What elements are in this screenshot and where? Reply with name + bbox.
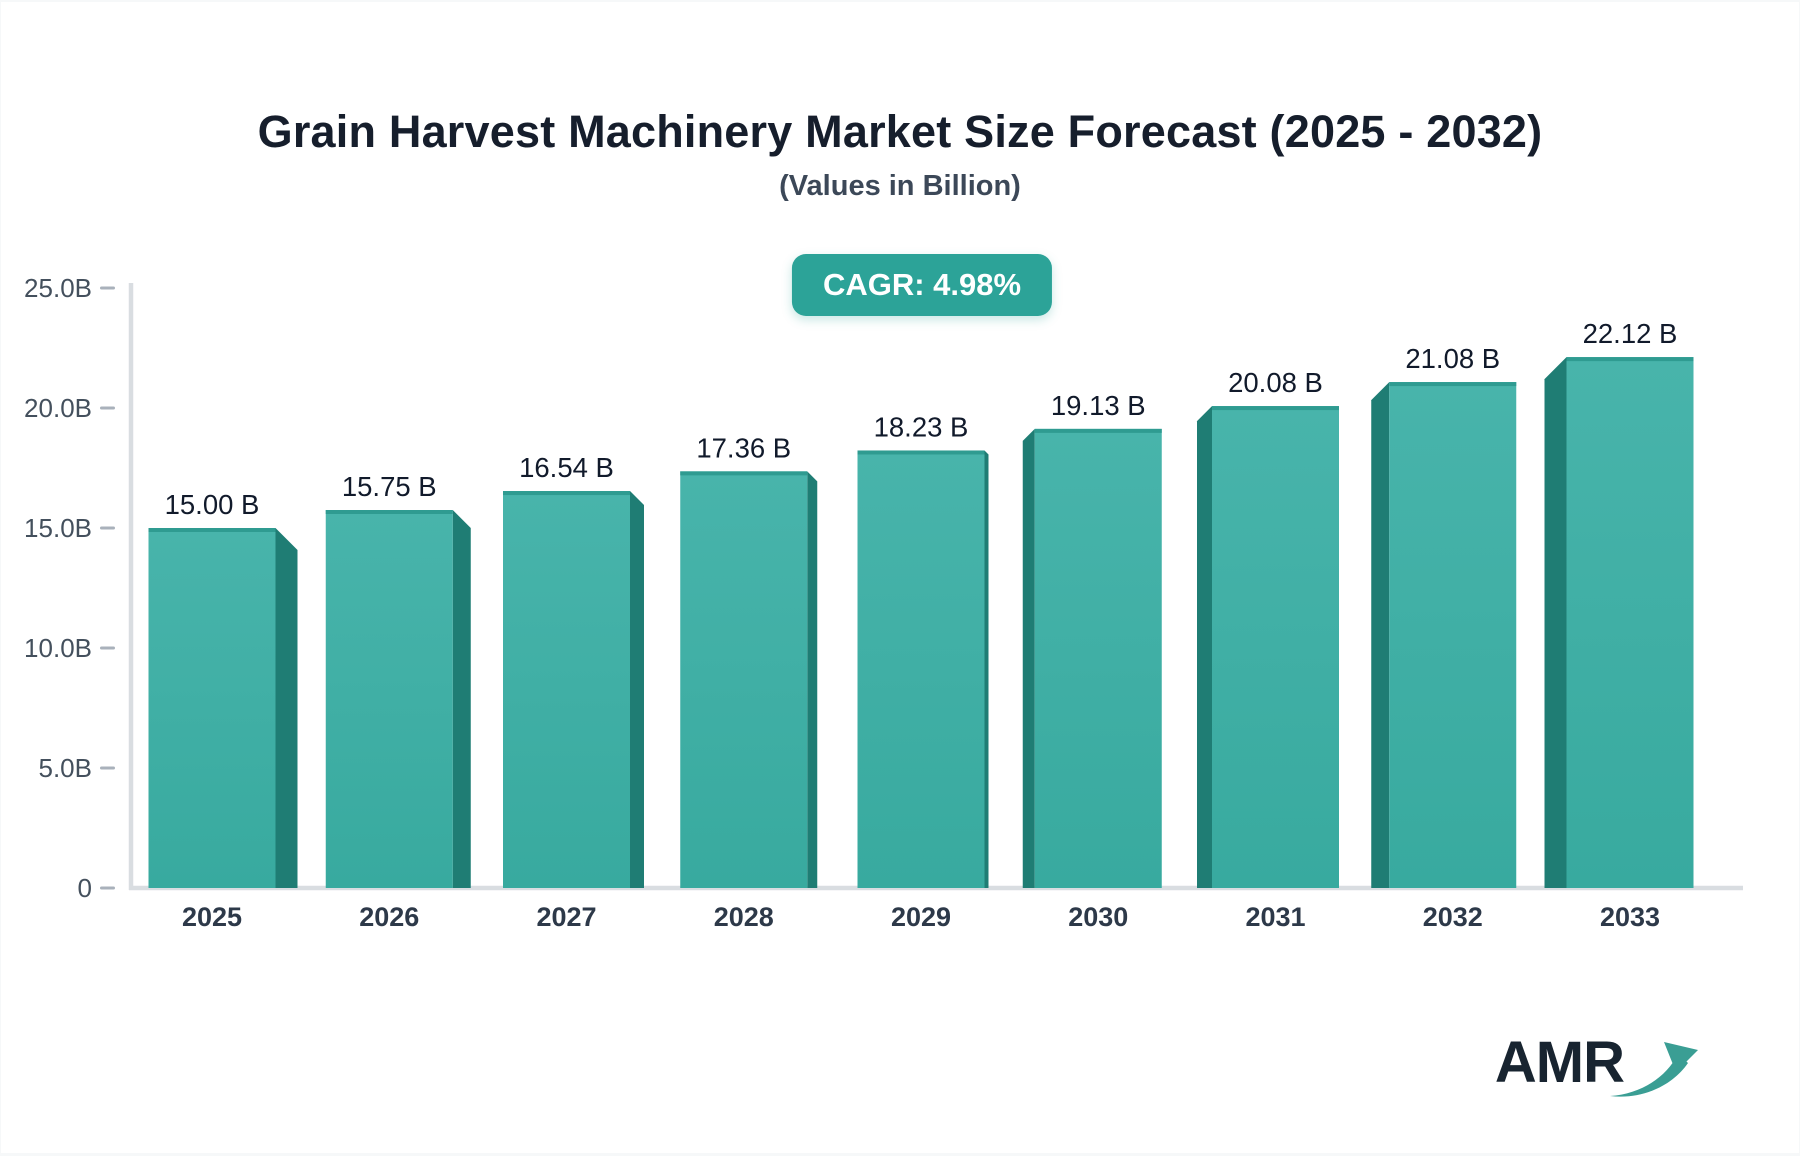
chart-title: Grain Harvest Machinery Market Size Fore… xyxy=(257,106,1543,157)
y-tick-label: 20.0B xyxy=(24,393,92,423)
x-axis-label-2028: 2028 xyxy=(714,902,774,932)
y-tick-label: 25.0B xyxy=(24,273,92,303)
amr-logo: AMR xyxy=(1495,1034,1698,1100)
y-tick-label: 5.0B xyxy=(39,753,93,783)
y-tick-label: 0 xyxy=(78,873,92,903)
y-tick-label: 10.0B xyxy=(24,633,92,663)
bar-side-2026 xyxy=(452,510,471,888)
bar-side-2027 xyxy=(630,491,644,888)
bar-top-edge-2029 xyxy=(857,450,985,455)
x-axis-label-2026: 2026 xyxy=(359,902,419,932)
bar-top-edge-2030 xyxy=(1034,428,1162,433)
growth-arrow-icon xyxy=(1610,1042,1698,1097)
bar-top-edge-2028 xyxy=(680,471,808,476)
bar-2033 xyxy=(1566,357,1694,888)
bar-top-edge-2033 xyxy=(1566,357,1694,362)
bar-top-edge-2031 xyxy=(1212,406,1339,411)
bar-2029 xyxy=(857,450,985,888)
bar-side-2025 xyxy=(275,528,298,888)
bar-side-2032 xyxy=(1371,382,1390,888)
bar-side-2028 xyxy=(807,471,818,888)
bar-top-edge-2025 xyxy=(148,528,276,532)
bar-side-2033 xyxy=(1544,357,1567,888)
bar-value-label: 15.00 B xyxy=(165,489,260,520)
amr-logo-text: AMR xyxy=(1494,1030,1625,1095)
bar-value-label: 19.13 B xyxy=(1051,390,1146,421)
bar-2030 xyxy=(1034,428,1162,888)
bar-side-2029 xyxy=(984,450,989,888)
bar-2031 xyxy=(1212,406,1339,888)
bar-top-edge-2027 xyxy=(503,491,630,496)
y-tick-mark xyxy=(100,886,115,890)
x-axis-label-2032: 2032 xyxy=(1423,902,1483,932)
bar-2026 xyxy=(325,510,453,888)
y-tick-mark xyxy=(100,406,115,410)
cagr-badge-label: CAGR: 4.98% xyxy=(822,267,1022,302)
bar-2028 xyxy=(680,471,808,888)
bar-top-edge-2026 xyxy=(325,510,453,514)
bar-value-label: 21.08 B xyxy=(1405,343,1500,374)
bar-value-label: 18.23 B xyxy=(874,411,969,442)
y-tick-mark xyxy=(100,766,115,770)
x-axis-label-2029: 2029 xyxy=(891,902,951,932)
bar-value-label: 22.12 B xyxy=(1583,318,1678,349)
cagr-badge: CAGR: 4.98% xyxy=(791,254,1053,316)
y-tick-label: 15.0B xyxy=(24,513,92,543)
bar-side-2030 xyxy=(1022,428,1035,888)
bar-value-label: 17.36 B xyxy=(696,432,791,463)
bar-value-label: 16.54 B xyxy=(519,452,614,483)
bar-side-2031 xyxy=(1197,406,1212,888)
y-tick-mark xyxy=(100,526,115,530)
bar-top-edge-2032 xyxy=(1389,382,1517,387)
x-axis-label-2030: 2030 xyxy=(1068,902,1128,932)
x-axis-label-2027: 2027 xyxy=(536,902,596,932)
bar-2032 xyxy=(1389,382,1517,888)
y-tick-mark xyxy=(100,646,115,650)
bar-2027 xyxy=(503,491,630,888)
x-axis-label-2033: 2033 xyxy=(1600,902,1660,932)
bar-value-label: 20.08 B xyxy=(1228,367,1323,398)
y-tick-mark xyxy=(100,286,115,290)
x-axis-label-2025: 2025 xyxy=(182,902,242,932)
x-axis-label-2031: 2031 xyxy=(1245,902,1305,932)
bar-value-label: 15.75 B xyxy=(342,471,437,502)
chart-subtitle: (Values in Billion) xyxy=(779,170,1021,202)
bar-2025 xyxy=(148,528,276,888)
